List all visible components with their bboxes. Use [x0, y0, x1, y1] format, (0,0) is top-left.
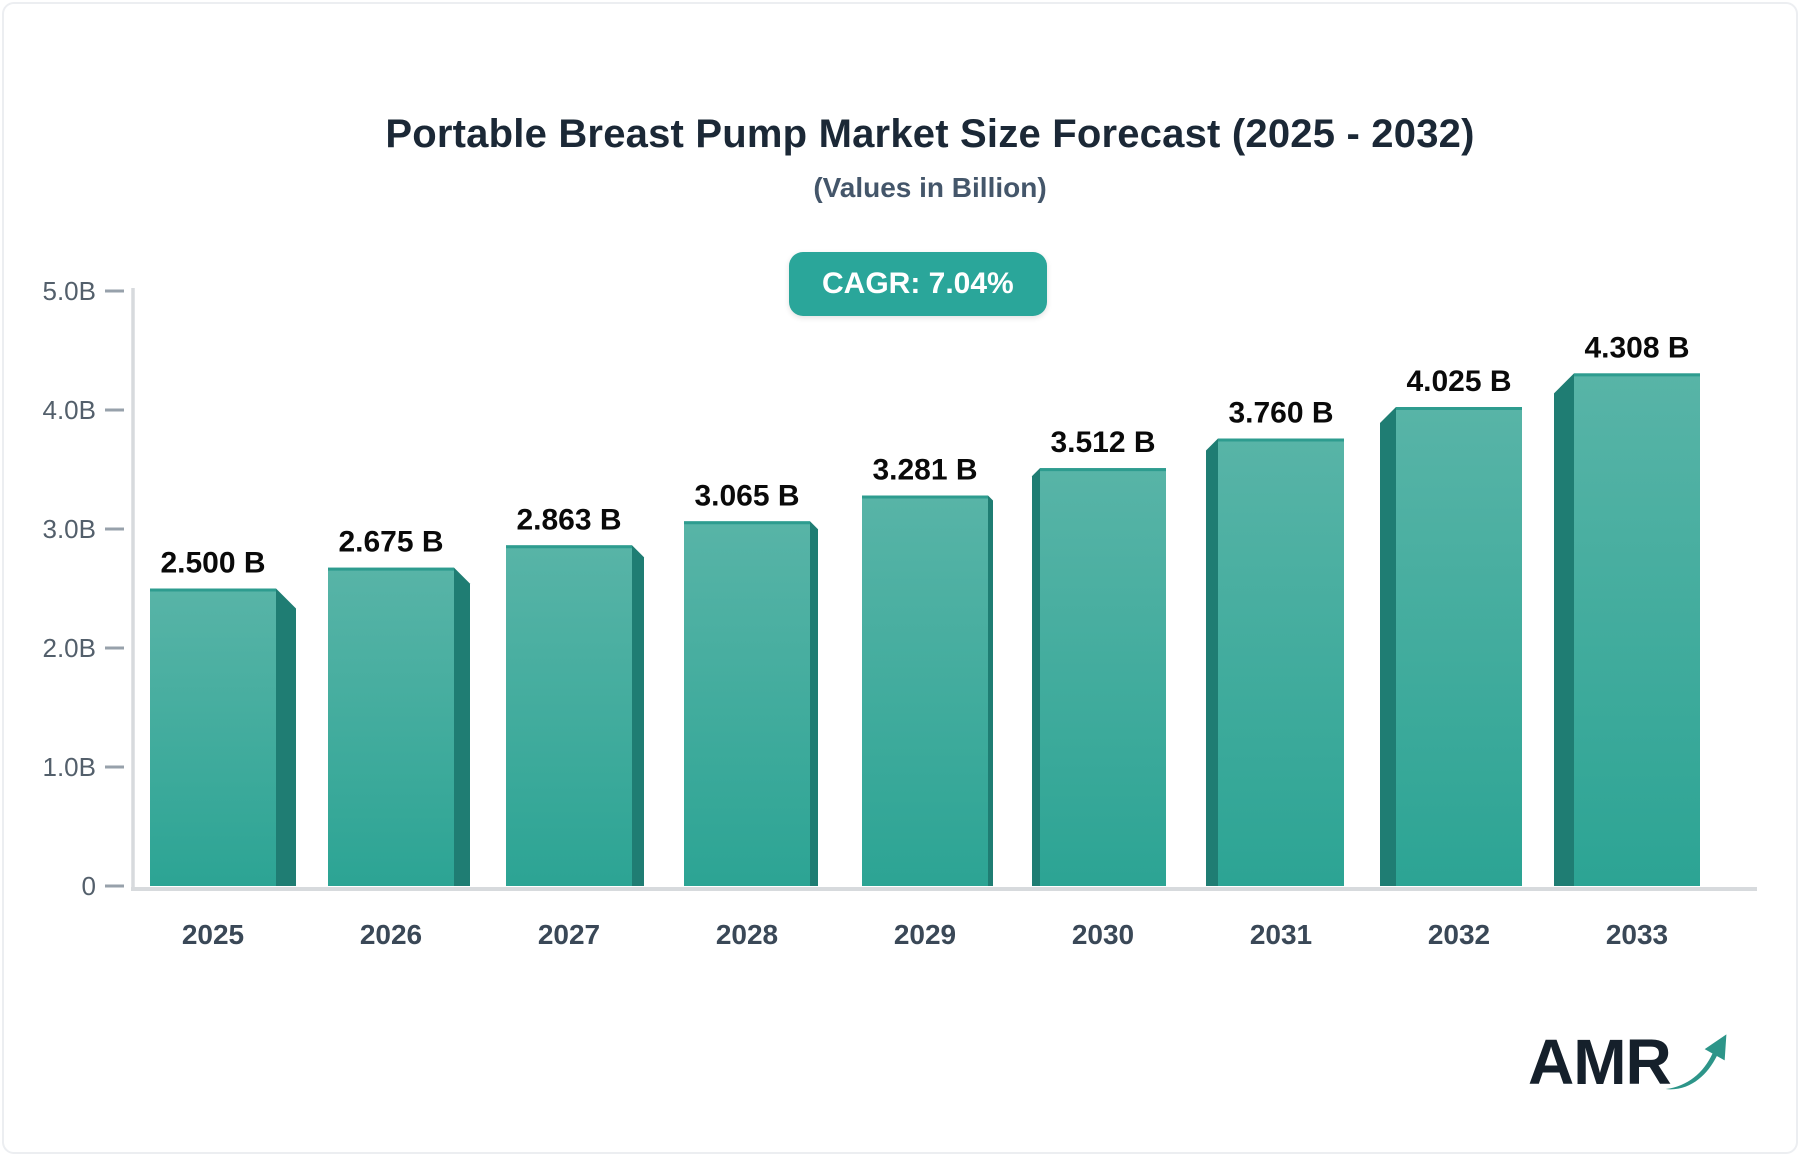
bar-side-face [810, 521, 818, 886]
bar [1040, 468, 1166, 886]
amr-logo: AMR [1528, 1030, 1729, 1094]
bar [328, 567, 454, 886]
x-axis-label: 2030 [1072, 919, 1134, 950]
x-axis-label: 2032 [1428, 919, 1490, 950]
bar-side-face [988, 495, 993, 886]
bar [150, 588, 276, 886]
amr-logo-text: AMR [1528, 1026, 1672, 1098]
bar-value-label: 4.308 B [1584, 331, 1689, 364]
y-tick-label: 0 [82, 871, 96, 901]
chart-subtitle: (Values in Billion) [813, 172, 1047, 203]
y-tick-label: 3.0B [43, 514, 97, 544]
x-axis-label: 2033 [1606, 919, 1668, 950]
y-tick-label: 4.0B [43, 395, 97, 425]
x-axis-label: 2025 [182, 919, 244, 950]
bar-value-label: 3.065 B [694, 479, 799, 512]
bar-side-face [276, 588, 296, 886]
y-tick-label: 5.0B [43, 276, 97, 306]
growth-arrow-icon [1665, 1034, 1727, 1090]
x-axis-label: 2027 [538, 919, 600, 950]
bar-side-face [1554, 373, 1574, 886]
y-tick-label: 2.0B [43, 633, 97, 663]
bar [862, 495, 988, 886]
bar-value-label: 3.512 B [1050, 426, 1155, 459]
chart-title: Portable Breast Pump Market Size Forecas… [385, 112, 1475, 156]
bar-side-face [454, 567, 470, 886]
bar-value-label: 4.025 B [1406, 365, 1511, 398]
bar [1396, 407, 1522, 886]
bar-side-face [1380, 407, 1396, 886]
x-axis-label: 2031 [1250, 919, 1312, 950]
bar-value-label: 2.675 B [338, 526, 443, 559]
bar [684, 521, 810, 886]
bar-value-label: 3.281 B [872, 454, 977, 487]
bar [506, 545, 632, 886]
bar-side-face [1206, 438, 1218, 886]
bar [1218, 438, 1344, 886]
cagr-badge: CAGR: 7.04% [789, 252, 1047, 316]
bar-value-label: 2.500 B [160, 547, 265, 580]
bar-value-label: 3.760 B [1228, 397, 1333, 430]
x-axis-label: 2028 [716, 919, 778, 950]
bar-side-face [1032, 468, 1040, 886]
y-tick-label: 1.0B [43, 752, 97, 782]
bar-side-face [632, 545, 644, 886]
x-axis-label: 2026 [360, 919, 422, 950]
bar [1574, 373, 1700, 886]
x-axis-label: 2029 [894, 919, 956, 950]
bar-value-label: 2.863 B [516, 503, 621, 536]
